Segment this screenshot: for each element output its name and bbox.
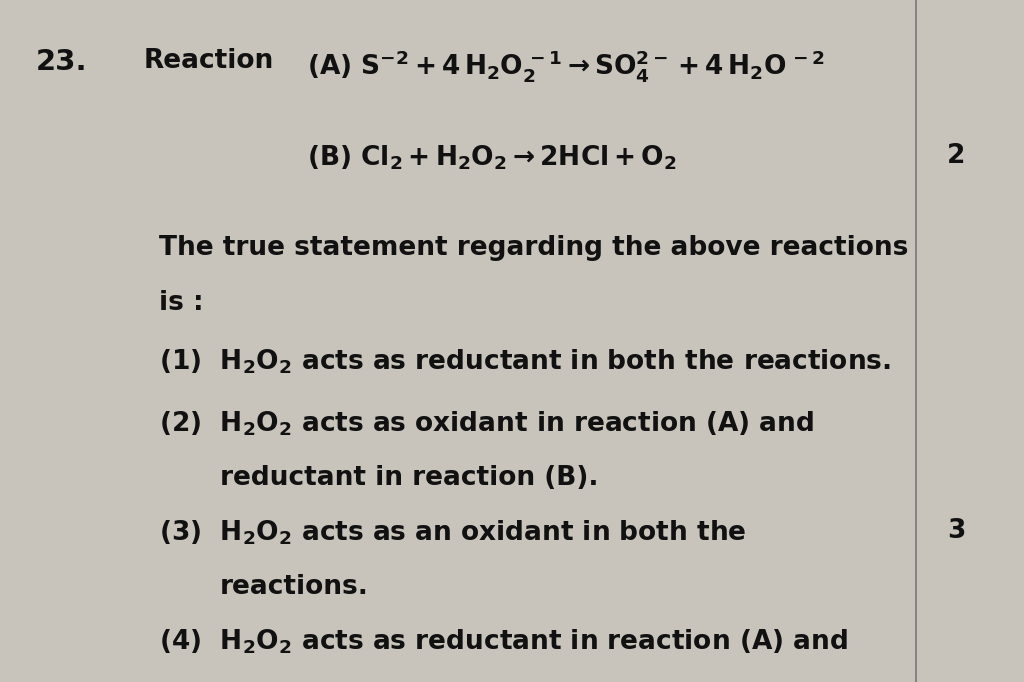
- Text: is :: is :: [159, 290, 204, 316]
- Text: reductant in reaction (B).: reductant in reaction (B).: [220, 465, 599, 491]
- Text: 3: 3: [947, 518, 966, 544]
- Text: (A) $\mathbf{S^{-2} + 4\,H_2O_2^{\,-1} \rightarrow SO_4^{2-} + 4\,H_2O^{\,-2}}$: (A) $\mathbf{S^{-2} + 4\,H_2O_2^{\,-1} \…: [307, 48, 825, 84]
- Text: reactions.: reactions.: [220, 574, 369, 600]
- Text: (2)  $\mathbf{H_2O_2}$ acts as oxidant in reaction (A) and: (2) $\mathbf{H_2O_2}$ acts as oxidant in…: [159, 409, 814, 438]
- Text: (B) $\mathbf{Cl_2 + H_2O_2 \rightarrow 2HCl + O_2}$: (B) $\mathbf{Cl_2 + H_2O_2 \rightarrow 2…: [307, 143, 677, 172]
- Text: (1)  $\mathbf{H_2O_2}$ acts as reductant in both the reactions.: (1) $\mathbf{H_2O_2}$ acts as reductant …: [159, 348, 891, 376]
- Text: 2: 2: [947, 143, 966, 169]
- Text: Reaction: Reaction: [143, 48, 273, 74]
- Text: (3)  $\mathbf{H_2O_2}$ acts as an oxidant in both the: (3) $\mathbf{H_2O_2}$ acts as an oxidant…: [159, 518, 746, 547]
- Text: 23.: 23.: [36, 48, 87, 76]
- Text: (4)  $\mathbf{H_2O_2}$ acts as reductant in reaction (A) and: (4) $\mathbf{H_2O_2}$ acts as reductant …: [159, 627, 848, 656]
- Text: The true statement regarding the above reactions: The true statement regarding the above r…: [159, 235, 908, 261]
